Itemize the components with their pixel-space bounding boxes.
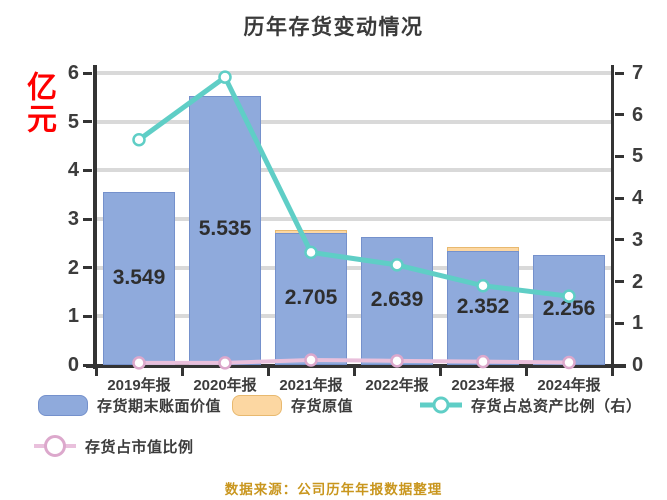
x-axis-tick	[181, 368, 184, 376]
x-axis-tick	[525, 368, 528, 376]
right-axis-tick-label: 2	[632, 270, 644, 293]
left-axis-tick	[83, 266, 92, 270]
x-axis-category-label: 2023年报	[451, 377, 515, 394]
left-axis-tick	[83, 71, 92, 75]
gridline	[96, 71, 612, 75]
bar-value-label: 5.535	[198, 217, 252, 241]
bottom-axis-line	[86, 364, 626, 368]
right-axis-tick	[615, 154, 624, 158]
left-axis-unit-label: 亿元	[22, 71, 55, 135]
left-axis-tick-label: 4	[67, 159, 79, 182]
gridline	[96, 314, 612, 319]
left-axis-tick-label: 0	[67, 354, 79, 376]
right-axis-tick-label: 5	[632, 145, 644, 168]
legend-item-asset-ratio[interactable]: 存货占总资产比例（右）	[420, 392, 642, 418]
source-caption: 数据来源：公司历年年报数据整理	[224, 482, 443, 497]
right-axis-tick	[615, 71, 624, 75]
right-axis-tick	[615, 196, 624, 200]
x-axis-tick	[267, 368, 270, 376]
left-axis-tick	[83, 363, 92, 367]
right-axis-tick	[615, 113, 624, 117]
right-axis-tick-label: 3	[632, 228, 644, 251]
left-axis-tick-label: 1	[67, 305, 79, 328]
right-axis-tick	[615, 363, 624, 367]
bar-value-label: 2.352	[456, 294, 510, 318]
teal-line-marker-icon	[420, 392, 462, 418]
left-axis-tick-label: 6	[67, 62, 79, 84]
legend-label-inventory-value: 存货期末账面价值	[97, 397, 222, 415]
left-axis-tick-label: 2	[67, 256, 79, 279]
pink-line-marker-icon	[34, 433, 76, 459]
left-axis-tick	[83, 314, 92, 318]
legend-item-marketcap-ratio[interactable]: 存货占市值比例	[34, 433, 194, 459]
x-axis-category-label: 2019年报	[107, 377, 171, 394]
left-axis-tick	[83, 217, 92, 221]
bar-value-label: 3.549	[112, 265, 166, 289]
right-axis-tick-label: 6	[632, 103, 644, 126]
right-axis-tick	[615, 321, 624, 325]
x-axis-category-label: 2020年报	[193, 377, 257, 394]
right-axis-tick-label: 0	[632, 354, 644, 376]
legend-label-original-value: 存货原值	[291, 397, 354, 415]
right-axis-tick-label: 7	[632, 62, 644, 84]
gridline	[96, 168, 612, 173]
x-axis-tick	[611, 368, 614, 376]
left-axis-tick-label: 3	[67, 208, 79, 230]
left-axis-tick-label: 5	[67, 110, 79, 133]
x-axis-tick	[95, 368, 98, 376]
right-axis-tick-label: 4	[632, 187, 644, 210]
legend-label-marketcap-ratio: 存货占市值比例	[85, 438, 194, 456]
x-axis-tick	[353, 368, 356, 376]
right-axis-line	[611, 65, 614, 369]
left-axis-tick	[83, 168, 92, 172]
right-axis-tick-label: 1	[632, 312, 644, 335]
bar-value-label: 2.705	[284, 286, 338, 310]
gridline	[96, 119, 612, 124]
legend-label-asset-ratio: 存货占总资产比例（右）	[471, 397, 642, 415]
bar-value-label: 2.639	[370, 287, 424, 311]
x-axis-category-label: 2021年报	[279, 377, 343, 394]
legend-item-inventory-value[interactable]: 存货期末账面价值	[38, 392, 221, 418]
left-axis-tick	[83, 120, 92, 124]
x-axis-tick	[439, 368, 442, 376]
right-axis-tick	[615, 280, 624, 284]
x-axis-category-label: 2024年报	[537, 377, 601, 394]
x-axis-category-label: 2022年报	[365, 377, 429, 394]
orange-series-swatch	[232, 394, 282, 416]
legend-item-original-value[interactable]: 存货原值	[232, 392, 353, 418]
right-axis-tick	[615, 238, 624, 242]
bar-value-label: 2.256	[542, 297, 596, 321]
left-axis-line	[93, 65, 97, 369]
bar-series-swatch	[38, 394, 88, 416]
chart-title: 历年存货变动情况	[243, 16, 424, 39]
